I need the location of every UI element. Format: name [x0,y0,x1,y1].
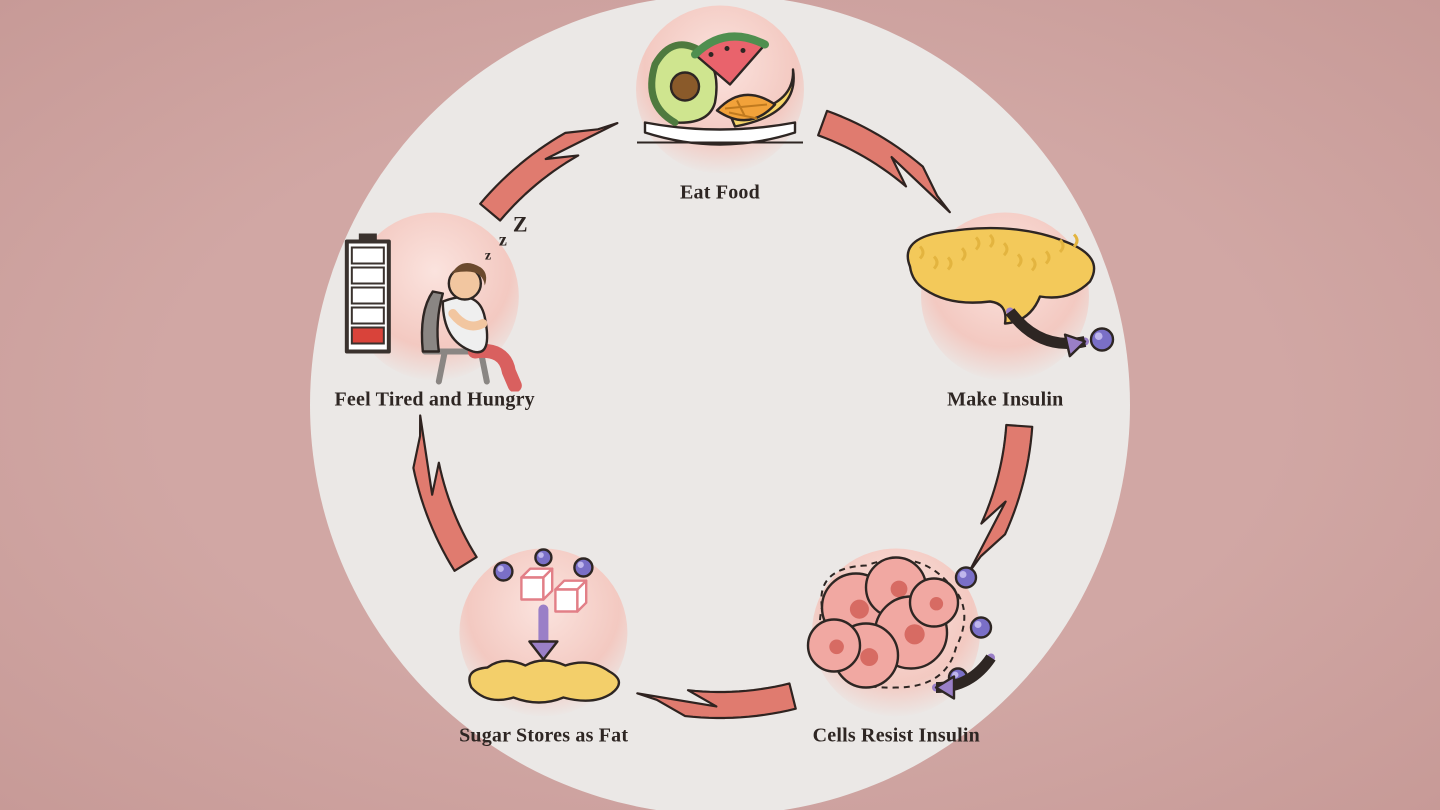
node-label: Sugar Stores as Fat [459,724,628,747]
node-tired-hungry: zzZ Feel Tired and Hungry [335,213,535,412]
node-bubble [812,548,980,716]
node-make-insulin: Make Insulin [921,213,1089,412]
svg-text:z: z [499,230,507,250]
node-eat-food: Eat Food [636,6,804,205]
node-bubble [921,213,1089,381]
svg-text:Z: Z [513,212,528,237]
food-plate-icon [625,15,815,165]
node-bubble [636,6,804,174]
tired-person-icon: zzZ [325,202,545,392]
pancreas-icon [890,212,1120,382]
node-bubble [460,548,628,716]
node-bubble: zzZ [351,213,519,381]
node-label: Make Insulin [921,389,1089,412]
sugar-fat-icon [444,537,644,727]
diagram-stage: Eat Food Make Insulin Cells Resist Insul… [0,0,1440,810]
node-label: Eat Food [636,182,804,205]
node-label: Cells Resist Insulin [812,724,980,747]
node-label: Feel Tired and Hungry [335,389,535,412]
node-cells-resist: Cells Resist Insulin [812,548,980,747]
svg-text:z: z [485,249,491,264]
node-sugar-fat: Sugar Stores as Fat [459,548,628,747]
cells-icon [786,537,1006,727]
